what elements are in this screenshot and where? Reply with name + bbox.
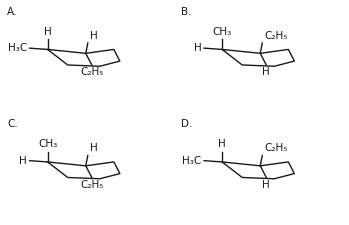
Text: H: H (262, 180, 270, 190)
Text: H: H (90, 31, 98, 41)
Text: CH₃: CH₃ (38, 139, 57, 149)
Text: B.: B. (181, 7, 192, 17)
Text: H₃C: H₃C (182, 156, 201, 166)
Text: A.: A. (7, 7, 17, 17)
Text: C.: C. (7, 119, 18, 129)
Text: CH₃: CH₃ (213, 27, 232, 37)
Text: D.: D. (181, 119, 193, 129)
Text: H: H (90, 143, 98, 153)
Text: C₂H₅: C₂H₅ (80, 67, 103, 77)
Text: H: H (44, 27, 52, 37)
Text: H: H (19, 156, 27, 166)
Text: C₂H₅: C₂H₅ (265, 31, 288, 41)
Text: H: H (218, 139, 226, 149)
Text: H: H (194, 43, 201, 53)
Text: H: H (262, 67, 270, 77)
Text: H₃C: H₃C (8, 43, 27, 53)
Text: C₂H₅: C₂H₅ (80, 180, 103, 190)
Text: C₂H₅: C₂H₅ (265, 143, 288, 153)
